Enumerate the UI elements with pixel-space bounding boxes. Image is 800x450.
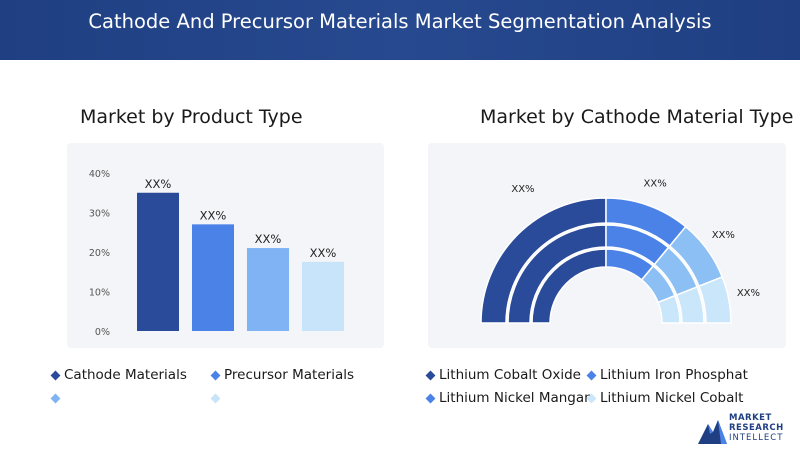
y-tick-label: 30% [89, 209, 110, 220]
bar-data-label: XX% [310, 246, 337, 260]
mountain-logo-icon [698, 420, 727, 444]
legend-diamond-icon [586, 370, 597, 380]
legend-diamond-icon [50, 370, 61, 380]
y-tick-label: 0% [95, 327, 110, 338]
legend-diamond-icon [586, 393, 597, 403]
legend-label: Lithium Nickel Cobalt [600, 390, 744, 406]
brand-logo: MARKET RESEARCH INTELLECT [697, 410, 797, 446]
legend-item: Precursor Materials [210, 366, 354, 384]
donut-data-label: XX% [644, 179, 667, 190]
legend-label: Lithium Cobalt Oxide [439, 367, 581, 383]
donut-slice-3 [675, 285, 705, 324]
legend-item: Lithium Iron Phosphat [586, 366, 748, 384]
bar-chart-panel: 0% 10% 20% 30% 40% XX% XX% XX% XX% [67, 143, 384, 348]
bar-data-label: XX% [200, 208, 227, 222]
bar-1 [192, 224, 234, 331]
legend-item: Cathode Materials [50, 366, 187, 384]
logo-line-3: INTELLECT [729, 433, 784, 443]
left-section-title: Market by Product Type [80, 106, 303, 128]
bar-chart: 0% 10% 20% 30% 40% XX% XX% XX% XX% [89, 169, 344, 338]
bar-0 [137, 192, 179, 331]
legend-diamond-icon [50, 393, 61, 403]
y-tick-label: 20% [89, 248, 110, 259]
right-section-title: Market by Cathode Material Type [480, 106, 794, 128]
header-banner: Cathode And Precursor Materials Market S… [0, 0, 800, 60]
logo-line-1: MARKET [729, 413, 772, 423]
legend-label: Cathode Materials [64, 367, 187, 383]
legend-item: Lithium Nickel Mangan [425, 389, 593, 407]
y-tick-label: 10% [89, 288, 110, 299]
legend-diamond-icon [425, 393, 436, 403]
bar-3 [302, 261, 344, 331]
legend-item: Lithium Cobalt Oxide [425, 366, 581, 384]
donut-chart-panel: XX% XX% XX% XX% [428, 143, 786, 348]
donut-slice-3 [657, 294, 681, 324]
donut-chart: XX% XX% XX% XX% [480, 179, 760, 324]
legend-diamond-icon [425, 370, 436, 380]
legend-item: Lithium Nickel Cobalt [586, 389, 743, 407]
page-title: Cathode And Precursor Materials Market S… [88, 10, 712, 33]
legend-label: Lithium Iron Phosphat [600, 367, 748, 383]
legend-label: Lithium Nickel Mangan [439, 390, 593, 406]
logo-line-2: RESEARCH [729, 423, 784, 433]
legend-item [50, 389, 64, 407]
y-tick-label: 40% [89, 169, 110, 180]
donut-data-label: XX% [712, 230, 735, 241]
legend-diamond-icon [210, 370, 221, 380]
bar-data-label: XX% [145, 177, 172, 191]
bar-data-label: XX% [255, 232, 282, 246]
bar-2 [247, 248, 289, 331]
legend-diamond-icon [210, 393, 221, 403]
legend-label: Precursor Materials [224, 367, 355, 383]
logo-text: MARKET RESEARCH INTELLECT [729, 413, 784, 443]
donut-slice-3 [698, 276, 732, 324]
legend-item [210, 389, 224, 407]
donut-data-label: XX% [511, 184, 534, 195]
donut-data-label: XX% [737, 288, 760, 299]
